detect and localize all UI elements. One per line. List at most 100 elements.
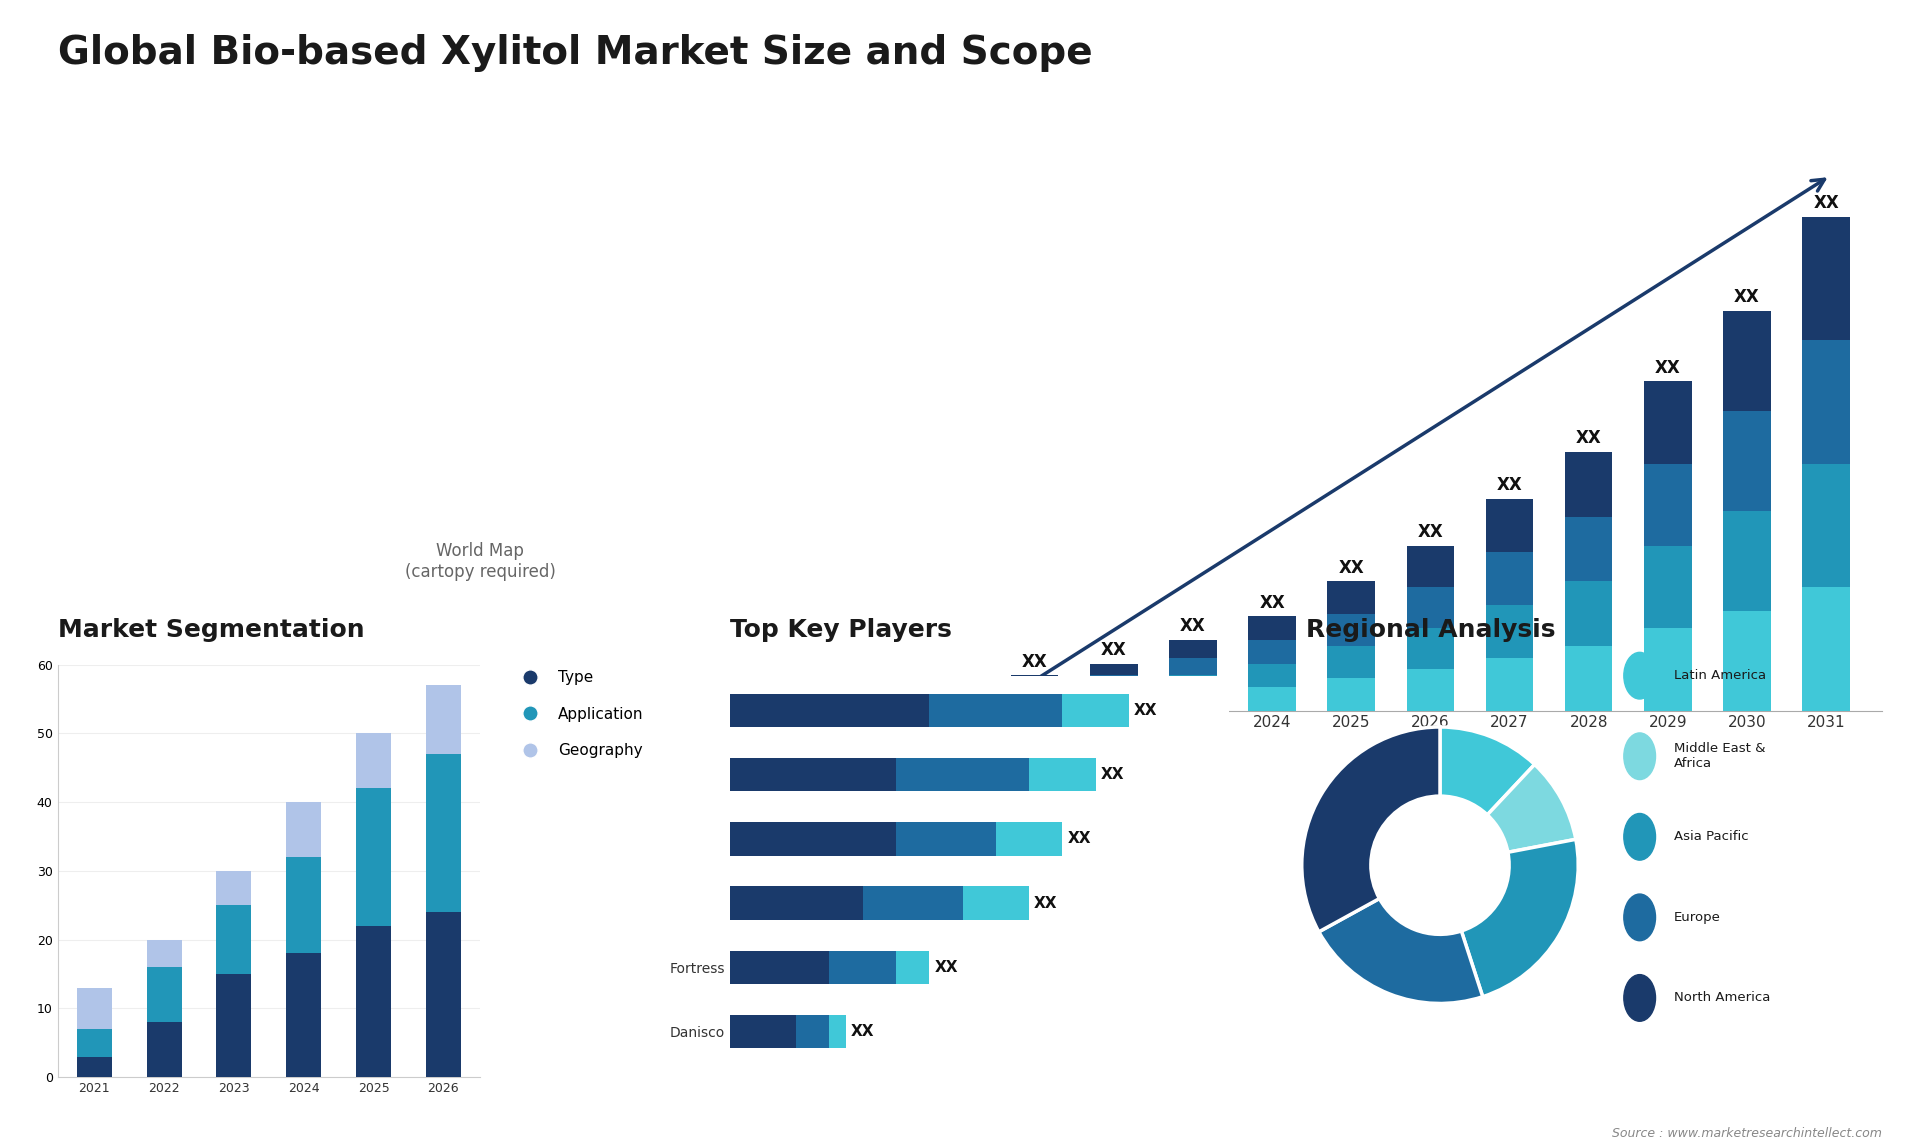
Bar <box>1486 605 1534 658</box>
Bar <box>797 1014 829 1049</box>
Bar <box>1248 617 1296 639</box>
Bar <box>77 1057 111 1077</box>
Bar <box>1724 511 1770 611</box>
Text: XX: XX <box>1498 477 1523 494</box>
Bar <box>962 886 1029 920</box>
Bar <box>1644 628 1692 711</box>
Text: XX: XX <box>1100 767 1125 783</box>
Bar <box>1644 545 1692 628</box>
Bar <box>1407 669 1453 711</box>
Bar <box>286 802 321 857</box>
Bar <box>1010 675 1058 684</box>
Text: Global Bio-based Xylitol Market Size and Scope: Global Bio-based Xylitol Market Size and… <box>58 34 1092 72</box>
Bar <box>217 871 252 905</box>
Text: XX: XX <box>1812 194 1839 212</box>
Bar <box>1644 382 1692 464</box>
Text: Latin America: Latin America <box>1674 669 1766 682</box>
Bar <box>1169 693 1217 711</box>
Bar <box>1010 693 1058 701</box>
Bar <box>1407 587 1453 628</box>
Text: XX: XX <box>1260 594 1284 612</box>
Bar <box>1327 613 1375 646</box>
Bar <box>1248 664 1296 686</box>
Text: XX: XX <box>1417 524 1444 541</box>
Bar <box>1644 464 1692 545</box>
Text: XX: XX <box>1181 618 1206 635</box>
Bar <box>996 822 1062 856</box>
Circle shape <box>1624 652 1655 699</box>
Bar <box>426 754 461 912</box>
Circle shape <box>1624 974 1655 1021</box>
Circle shape <box>1624 733 1655 779</box>
Bar <box>146 1022 182 1077</box>
Bar <box>730 758 897 792</box>
Bar <box>1091 686 1137 699</box>
Text: XX: XX <box>935 959 958 975</box>
Bar <box>1327 678 1375 711</box>
Bar <box>146 940 182 967</box>
Bar <box>1724 410 1770 511</box>
Text: XX: XX <box>1135 702 1158 719</box>
Text: XX: XX <box>851 1023 876 1039</box>
Text: Asia Pacific: Asia Pacific <box>1674 831 1749 843</box>
Bar <box>1327 646 1375 678</box>
Bar <box>1565 452 1613 517</box>
Bar <box>286 953 321 1077</box>
Bar <box>1407 628 1453 669</box>
Bar <box>730 822 897 856</box>
Wedge shape <box>1488 764 1576 853</box>
Text: Middle East &
Africa: Middle East & Africa <box>1674 743 1766 770</box>
Bar <box>1029 758 1096 792</box>
Bar <box>1486 658 1534 711</box>
Bar <box>1010 701 1058 711</box>
Wedge shape <box>1319 898 1482 1004</box>
Bar <box>1565 517 1613 581</box>
Text: XX: XX <box>1338 558 1363 576</box>
Bar <box>1803 587 1851 711</box>
Bar <box>217 974 252 1077</box>
Text: Europe: Europe <box>1674 911 1720 924</box>
Bar <box>355 788 392 926</box>
Bar <box>1724 611 1770 711</box>
Bar <box>1062 693 1129 728</box>
Bar <box>1169 658 1217 675</box>
Bar <box>1486 552 1534 605</box>
Bar <box>355 733 392 788</box>
Wedge shape <box>1302 727 1440 932</box>
Legend: Type, Application, Geography: Type, Application, Geography <box>509 664 649 764</box>
Bar <box>862 886 962 920</box>
Bar <box>730 693 929 728</box>
Bar <box>1803 217 1851 340</box>
Bar <box>146 967 182 1022</box>
Text: XX: XX <box>1021 652 1048 670</box>
Bar <box>1248 686 1296 711</box>
Bar <box>897 950 929 984</box>
Text: North America: North America <box>1674 991 1770 1004</box>
Text: Regional Analysis: Regional Analysis <box>1306 618 1555 642</box>
Bar <box>426 685 461 754</box>
Circle shape <box>1624 894 1655 941</box>
Bar <box>1565 581 1613 646</box>
Text: XX: XX <box>1734 288 1761 306</box>
Bar <box>217 905 252 974</box>
Wedge shape <box>1440 727 1534 815</box>
Bar <box>1169 639 1217 658</box>
Text: Market Segmentation: Market Segmentation <box>58 618 365 642</box>
Bar <box>1091 664 1137 675</box>
Bar <box>1407 545 1453 587</box>
Bar <box>1091 675 1137 686</box>
Bar <box>1327 581 1375 613</box>
Text: Source : www.marketresearchintellect.com: Source : www.marketresearchintellect.com <box>1611 1128 1882 1140</box>
Bar <box>1486 499 1534 552</box>
Text: XX: XX <box>1100 641 1127 659</box>
Bar <box>355 926 392 1077</box>
Bar <box>77 1029 111 1057</box>
Bar <box>286 857 321 953</box>
Bar <box>1091 699 1137 711</box>
Text: World Map
(cartopy required): World Map (cartopy required) <box>405 542 555 581</box>
Wedge shape <box>1461 839 1578 997</box>
Text: XX: XX <box>1035 895 1058 911</box>
Bar <box>1565 646 1613 711</box>
Bar <box>730 950 829 984</box>
Circle shape <box>1624 814 1655 861</box>
